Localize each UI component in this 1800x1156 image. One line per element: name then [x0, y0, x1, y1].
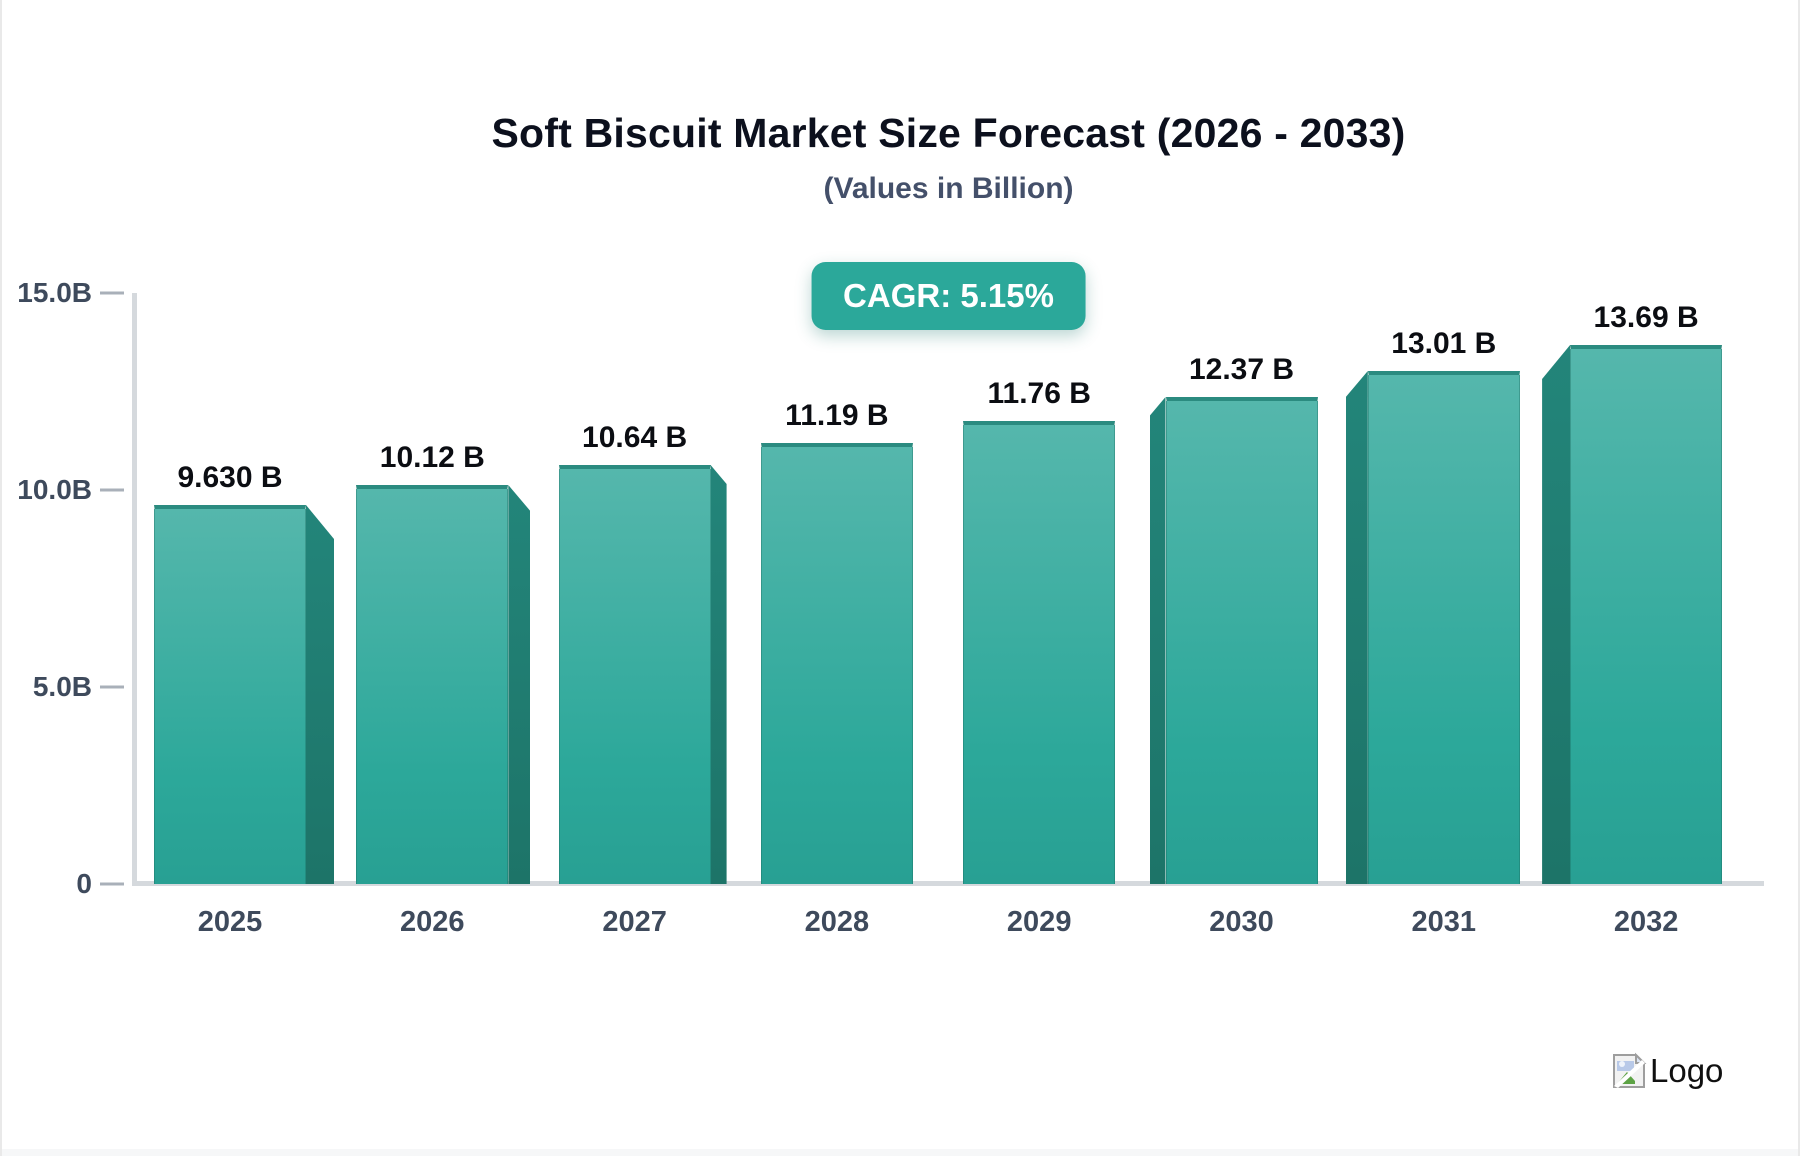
bar-3d-side-2030: [1149, 397, 1166, 884]
logo-alt-text: Logo: [1650, 1052, 1724, 1089]
bar-value-label: 12.37 B: [1188, 353, 1295, 386]
chart-subtitle: (Values in Billion): [823, 172, 1074, 205]
y-axis-tick-label: 15.0B: [17, 277, 92, 308]
y-axis-tick-label: 0: [76, 868, 92, 899]
bottom-edge-strip: [2, 1149, 1798, 1156]
bar-3d-side-2031: [1345, 371, 1368, 884]
chart-title: Soft Biscuit Market Size Forecast (2026 …: [491, 110, 1406, 156]
bar-value-label: 9.630 B: [177, 461, 283, 494]
bar-value-label: 10.12 B: [379, 441, 485, 474]
chart-header: Soft Biscuit Market Size Forecast (2026 …: [135, 0, 1762, 340]
bar-2026: [356, 485, 509, 884]
x-axis-baseline: [132, 881, 1764, 886]
y-axis-tick-mark: [100, 488, 124, 492]
bar-2028: [760, 443, 913, 884]
bar-2030: [1165, 397, 1318, 884]
bar-3d-side-2026: [508, 485, 531, 884]
broken-image-icon: [1610, 1052, 1648, 1090]
cagr-badge: CAGR: 5.15%: [811, 262, 1086, 330]
y-axis-tick-mark: [100, 291, 124, 295]
x-axis-label-2028: 2028: [804, 906, 870, 938]
x-axis-label-2032: 2032: [1613, 906, 1679, 938]
x-axis-label-2027: 2027: [602, 906, 667, 938]
bar-value-label: 13.01 B: [1391, 327, 1497, 360]
bar-value-label: 10.64 B: [582, 421, 688, 454]
bar-2025: [154, 505, 306, 884]
bar-3d-side-2032: [1542, 345, 1571, 884]
bar-value-label: 11.19 B: [785, 399, 889, 432]
x-axis-label-2025: 2025: [197, 906, 263, 938]
x-axis-label-2029: 2029: [1006, 906, 1072, 938]
y-axis-tick-label: 10.0B: [17, 474, 92, 505]
logo: Logo: [1610, 1052, 1723, 1090]
y-axis-tick-mark: [100, 882, 124, 886]
bar-2029: [963, 421, 1116, 884]
bar-2031: [1367, 371, 1520, 884]
x-axis-label-2030: 2030: [1209, 906, 1274, 938]
y-axis-tick-mark: [100, 685, 124, 689]
x-axis-label-2026: 2026: [400, 906, 465, 938]
bar-3d-side-2027: [710, 465, 727, 884]
bar-2027: [558, 465, 711, 884]
y-axis-line: [132, 293, 137, 886]
y-axis-tick-label: 5.0B: [32, 671, 92, 702]
x-axis-label-2031: 2031: [1411, 906, 1477, 938]
bar-value-label: 11.76 B: [987, 377, 1091, 410]
bar-3d-side-2025: [306, 505, 334, 884]
bar-value-label: 13.69 B: [1593, 301, 1699, 334]
bar-2032: [1570, 345, 1723, 884]
